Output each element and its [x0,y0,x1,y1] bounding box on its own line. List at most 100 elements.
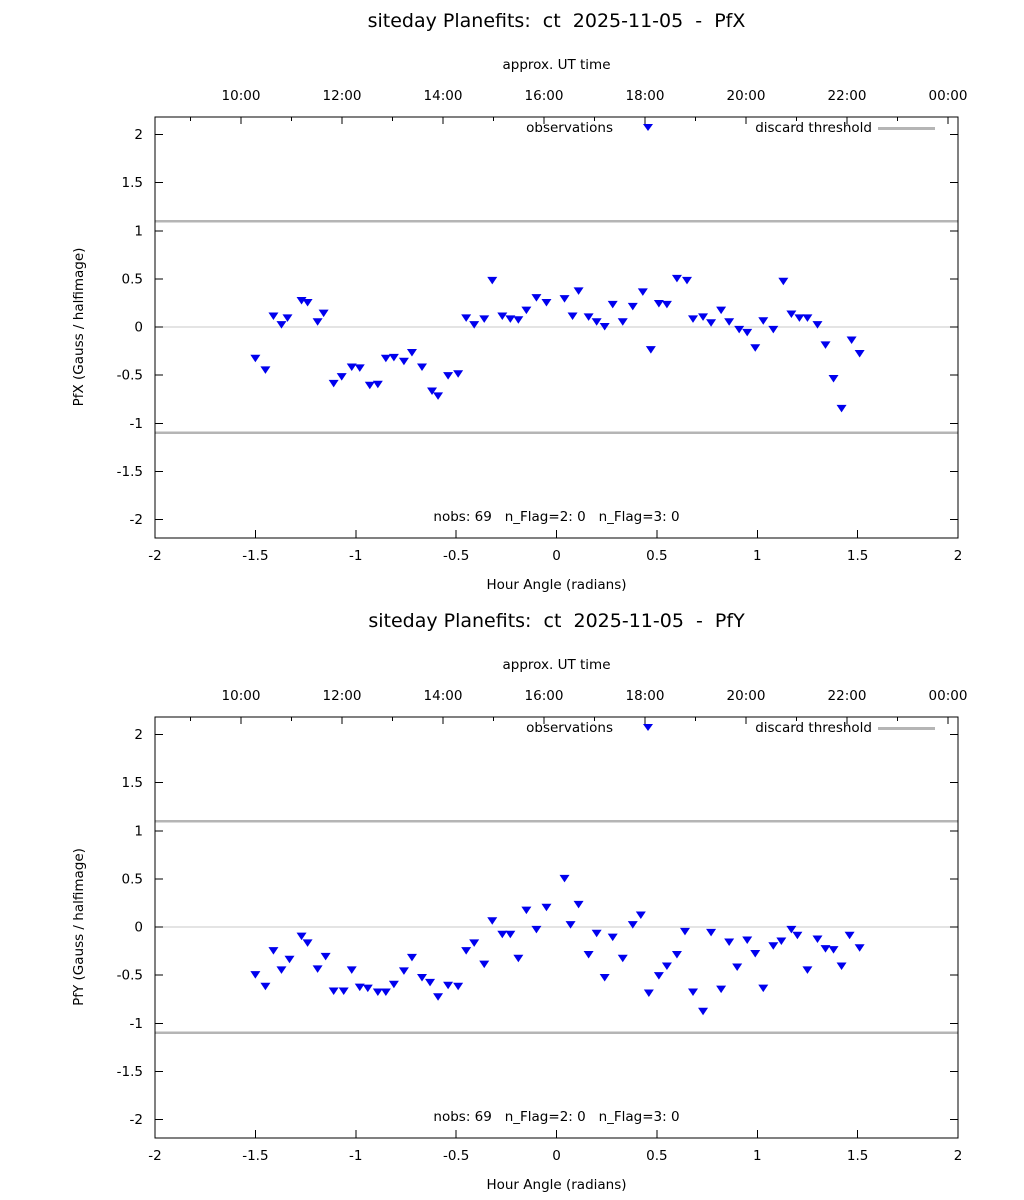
y-tick-label: -2 [130,1112,143,1128]
data-point [433,993,444,1001]
y-tick-label: 2 [134,727,143,743]
data-point [372,988,383,996]
data-point [565,921,576,929]
top-tick-label: 18:00 [626,88,665,104]
data-point [742,936,753,945]
data-point [497,312,508,320]
data-point [336,373,347,381]
data-point [794,314,805,322]
data-point [276,966,287,974]
data-point [802,966,813,974]
top-tick-label: 22:00 [828,88,867,104]
data-point [671,950,682,959]
nobs-annotation: nobs: 69 n_Flag=2: 0 n_Flag=3: 0 [433,509,680,525]
x-tick-label: -2 [148,1148,161,1164]
top-tick-label: 20:00 [727,688,766,704]
data-point [354,364,365,372]
data-point [653,972,664,980]
y-tick-label: -0.5 [117,968,143,984]
data-point [268,947,279,955]
data-point [716,306,727,315]
data-point [505,930,516,939]
data-point [416,363,427,371]
x-tick-label: -0.5 [443,1148,469,1164]
top-tick-label: 14:00 [424,88,463,104]
data-point [591,929,602,938]
data-point [427,387,438,396]
data-point [487,276,498,285]
data-point [758,317,769,325]
data-point [698,313,709,321]
legend-observations-label: observations [526,720,613,736]
data-point [607,933,618,942]
data-point [635,911,646,919]
data-point [296,932,307,941]
data-point [453,982,464,991]
x-tick-label: -1 [349,1148,362,1164]
top-tick-label: 10:00 [222,688,261,704]
x-tick-label: 1.5 [847,1148,868,1164]
data-point [661,300,672,309]
data-point [398,967,409,975]
data-point [372,380,383,389]
data-point [716,985,727,994]
data-point [296,297,307,305]
y-axis-title: PfY (Gauss / halfimage) [71,848,87,1006]
data-point [461,947,472,955]
data-point [661,962,672,970]
x-tick-label: 0.5 [646,548,667,564]
data-point [820,945,831,953]
data-point [828,375,839,383]
y-tick-label: 0.5 [122,871,143,887]
x-tick-label: -1 [349,548,362,564]
data-point [406,953,417,962]
data-point [627,302,638,311]
data-point [844,931,855,940]
data-point [802,314,813,322]
y-tick-label: -1.5 [117,464,143,480]
data-point [531,294,542,302]
data-point [812,935,823,944]
pfx-plot-canvas: -2 -1.5 -1 -0.5 0 0.5 1 1.5 2 2 1.5 1 0.5 0 -0.5 -1 -1.5… [117,88,968,564]
data-point [513,316,524,324]
data-point [706,928,717,937]
data-point [416,974,427,982]
data-point [312,965,323,973]
x-tick-label: 0.5 [646,1148,667,1164]
data-point [521,906,532,915]
x-axis-title: Hour Angle (radians) [486,577,627,593]
data-point [671,274,682,283]
data-point [354,983,365,992]
observations-series [250,874,865,1016]
data-point [559,295,570,303]
data-point [786,925,797,934]
top-tick-label: 16:00 [525,688,564,704]
data-point [828,946,839,954]
data-point [487,917,498,925]
top-tick-label: 22:00 [828,688,867,704]
data-point [260,366,271,374]
data-point [388,980,399,989]
data-point [724,318,735,326]
chart-title: siteday Planefits: ct 2025-11-05 - PfX [367,10,746,32]
x-tick-label: 2 [954,548,963,564]
data-point [854,944,865,952]
data-point [388,353,399,362]
data-point [645,346,656,354]
data-point [346,966,357,974]
y-tick-label: 0 [134,320,143,336]
x-tick-label: 1.5 [847,548,868,564]
pfy-chart-panel: siteday Planefits: ct 2025-11-05 - PfY a… [0,600,1024,1200]
y-tick-label: 1 [134,223,143,239]
data-point [637,288,648,296]
top-tick-label: 18:00 [626,688,665,704]
data-point [338,987,349,996]
data-point [425,978,436,987]
data-point [513,954,524,963]
data-point [362,984,373,993]
observations-marker-icon [643,124,653,131]
data-point [846,336,857,345]
y-tick-label: 1.5 [122,775,143,791]
x-tick-label: -0.5 [443,548,469,564]
y-axis-title: PfX (Gauss / halfimage) [71,247,87,407]
